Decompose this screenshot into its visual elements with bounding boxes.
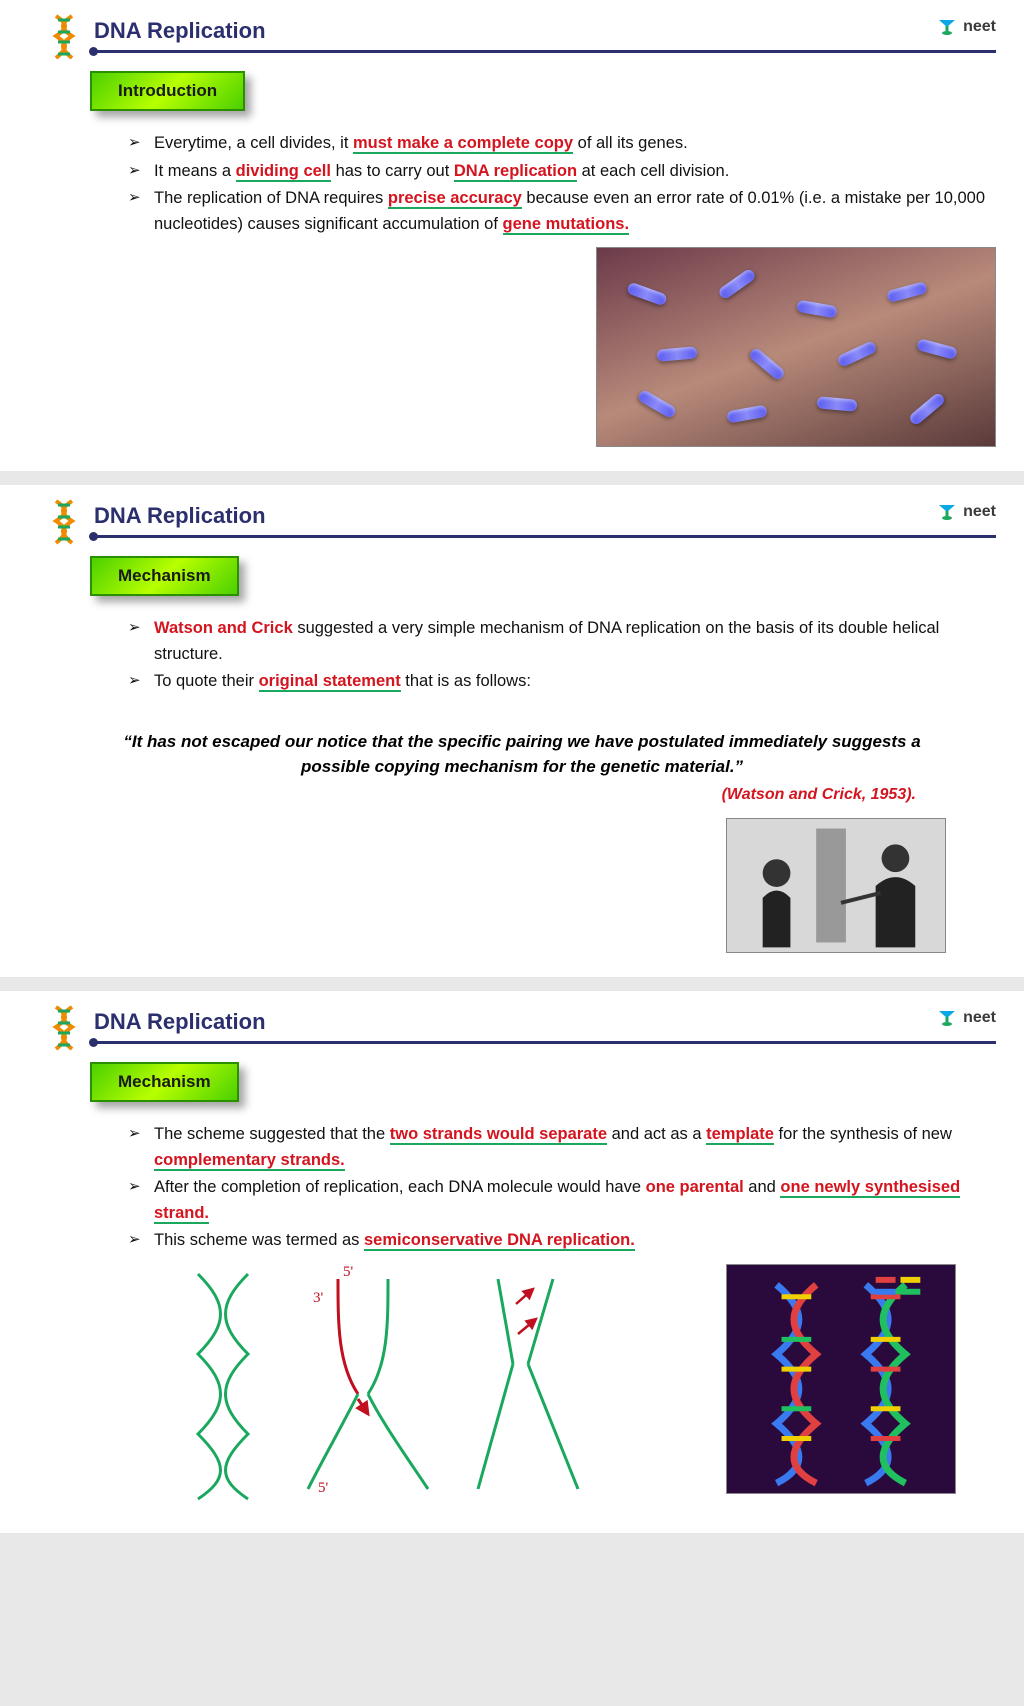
quote-citation: (Watson and Crick, 1953). <box>48 786 916 804</box>
bullet-list: Everytime, a cell divides, it must make … <box>128 131 986 237</box>
bottom-row: 5' 3' 5' <box>158 1264 956 1509</box>
brand-text: neet <box>963 18 996 36</box>
slide-2: DNA Replication neet Mechanism Watson an… <box>0 485 1024 977</box>
chromosome-image <box>596 247 996 447</box>
slide-title: DNA Replication <box>94 18 266 48</box>
slide-header: DNA Replication neet <box>48 18 996 48</box>
slide-title: DNA Replication <box>94 503 266 533</box>
brand-text: neet <box>963 1009 996 1027</box>
header-divider <box>92 535 996 538</box>
brand-text: neet <box>963 503 996 521</box>
slide-title: DNA Replication <box>94 1009 266 1039</box>
bullet-list: The scheme suggested that the two strand… <box>128 1122 986 1254</box>
bullet-item: After the completion of replication, eac… <box>128 1175 986 1226</box>
header-divider <box>92 1041 996 1044</box>
brand-badge: neet <box>937 1009 996 1027</box>
brand-badge: neet <box>937 18 996 36</box>
bullet-list: Watson and Crick suggested a very simple… <box>128 616 986 695</box>
bullet-item: It means a dividing cell has to carry ou… <box>128 159 986 185</box>
dna-icon <box>46 14 82 65</box>
section-tag: Introduction <box>90 71 245 111</box>
bullet-item: This scheme was termed as semiconservati… <box>128 1228 986 1254</box>
slide-header: DNA Replication neet <box>48 503 996 533</box>
brand-badge: neet <box>937 503 996 521</box>
dna-icon <box>46 1005 82 1056</box>
slide-1: DNA Replication neet Introduction Everyt… <box>0 0 1024 471</box>
section-tag: Mechanism <box>90 1062 239 1102</box>
quote-text: “It has not escaped our notice that the … <box>98 729 946 780</box>
bullet-item: To quote their original statement that i… <box>128 669 986 695</box>
bullet-item: Everytime, a cell divides, it must make … <box>128 131 986 157</box>
slide-3: DNA Replication neet Mechanism The schem… <box>0 991 1024 1533</box>
dna-helix-image <box>726 1264 956 1494</box>
slide-header: DNA Replication neet <box>48 1009 996 1039</box>
bullet-item: The scheme suggested that the two strand… <box>128 1122 986 1173</box>
replication-sketch: 5' 3' 5' <box>158 1264 706 1509</box>
section-tag: Mechanism <box>90 556 239 596</box>
label-5prime: 5' <box>343 1264 354 1280</box>
label-3prime: 3' <box>313 1290 324 1306</box>
header-divider <box>92 50 996 53</box>
brand-icon <box>937 503 957 521</box>
label-5prime-b: 5' <box>318 1480 329 1496</box>
brand-icon <box>937 1009 957 1027</box>
bullet-item: Watson and Crick suggested a very simple… <box>128 616 986 667</box>
bullet-item: The replication of DNA requires precise … <box>128 186 986 237</box>
dna-icon <box>46 499 82 550</box>
brand-icon <box>937 18 957 36</box>
watson-crick-photo <box>726 818 946 953</box>
